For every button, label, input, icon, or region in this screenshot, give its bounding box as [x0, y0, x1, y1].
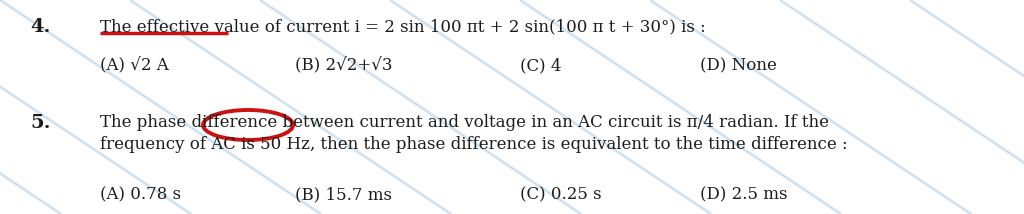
Text: (B) 2√2+√3: (B) 2√2+√3 [295, 57, 392, 74]
Text: (D) 2.5 ms: (D) 2.5 ms [700, 186, 787, 203]
Text: frequency of AC is 50 Hz, then the phase difference is equivalent to the time di: frequency of AC is 50 Hz, then the phase… [100, 136, 848, 153]
Text: (C) 4: (C) 4 [520, 57, 561, 74]
Text: (C) 0.25 s: (C) 0.25 s [520, 186, 602, 203]
Text: 4.: 4. [30, 18, 50, 36]
Text: (A) √2 A: (A) √2 A [100, 57, 169, 74]
Text: (B) 15.7 ms: (B) 15.7 ms [295, 186, 392, 203]
Text: (D) None: (D) None [700, 57, 777, 74]
Text: The effective value of current i = 2 sin 100 πt + 2 sin(100 π t + 30°) is :: The effective value of current i = 2 sin… [100, 18, 706, 35]
Text: (A) 0.78 s: (A) 0.78 s [100, 186, 181, 203]
Text: 5.: 5. [30, 114, 50, 132]
Text: The phase difference between current and voltage in an AC circuit is π/4 radian.: The phase difference between current and… [100, 114, 829, 131]
